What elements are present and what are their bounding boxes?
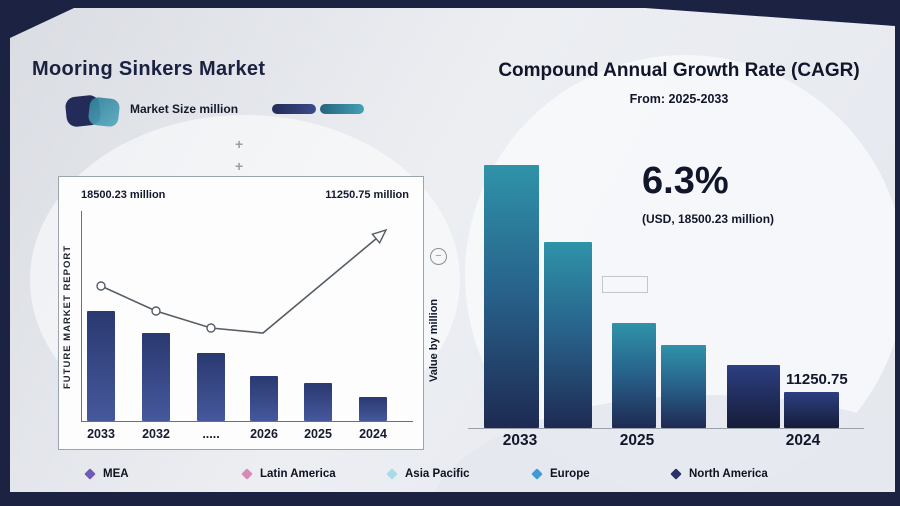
minus-circle-icon: − (430, 248, 447, 265)
legend-item-asia-pacific: Asia Pacific (386, 468, 470, 480)
x-axis-line (81, 421, 413, 422)
right-xlabel-2025: 2025 (619, 432, 655, 449)
legend-diamond-icon (386, 468, 398, 480)
right-bar-4 (661, 345, 706, 428)
value-axis-label: Value by million (428, 298, 440, 383)
frame-top (0, 0, 900, 8)
left-bar-2032 (142, 333, 170, 421)
chart-min-value-label: 11250.75 million (325, 189, 409, 201)
navy-pill-icon (272, 104, 316, 114)
legend-label: Asia Pacific (405, 468, 470, 480)
right-bar-3 (612, 323, 656, 428)
trend-arrowhead-icon (371, 228, 388, 245)
legend-diamond-icon (84, 468, 96, 480)
frame-corner-top-right (645, 8, 895, 26)
future-market-report-label: FUTURE MARKET REPORT (62, 244, 73, 390)
market-size-legend-label: Market Size million (130, 102, 239, 116)
frame-corner-top-left (10, 8, 74, 38)
market-size-chart: 18500.23 million 11250.75 million FUTURE… (58, 176, 424, 450)
plus-icon: + (235, 136, 244, 152)
left-xlabel-2024: 2024 (359, 427, 387, 441)
plus-icon: + (235, 158, 244, 174)
left-xlabel-.....: ..... (202, 427, 220, 441)
right-chart-baseline (468, 428, 864, 429)
brand-logo-icon (87, 96, 121, 128)
left-bar-2033 (87, 311, 115, 421)
right-bar-2 (544, 242, 592, 428)
left-xlabel-2026: 2026 (250, 427, 278, 441)
decorative-bracket (602, 276, 648, 293)
legend-item-latin-america: Latin America (241, 468, 336, 480)
legend-label: Europe (550, 468, 590, 480)
y-axis-line (81, 211, 82, 421)
legend-item-north-america: North America (670, 468, 768, 480)
left-bar-..... (197, 353, 225, 421)
chart-max-value-label: 18500.23 million (81, 189, 166, 201)
left-xlabel-2033: 2033 (87, 427, 115, 441)
right-bar-6 (784, 392, 839, 428)
frame-right (895, 0, 900, 506)
cagr-caption: (USD, 18500.23 million) (642, 212, 775, 226)
right-xlabel-2024: 2024 (785, 432, 821, 449)
left-bar-2024 (359, 397, 387, 421)
right-bar-1 (484, 165, 539, 428)
legend-item-mea: MEA (84, 468, 129, 480)
legend-label: North America (689, 468, 768, 480)
left-bar-2026 (250, 376, 278, 421)
right-xlabel-2033: 2033 (502, 432, 538, 449)
left-bar-2025 (304, 383, 332, 421)
teal-pill-icon (320, 104, 364, 114)
cagr-value: 6.3% (642, 160, 729, 202)
left-xlabel-2025: 2025 (304, 427, 332, 441)
legend-label: Latin America (260, 468, 336, 480)
legend-diamond-icon (241, 468, 253, 480)
legend-label: MEA (103, 468, 129, 480)
left-xlabel-2032: 2032 (142, 427, 170, 441)
cagr-subtitle: From: 2025-2033 (629, 92, 729, 106)
cagr-title: Compound Annual Growth Rate (CAGR) (498, 60, 860, 81)
right-bar-5 (727, 365, 780, 428)
end-value-label: 11250.75 (786, 371, 848, 388)
frame-left (0, 0, 10, 506)
page-title: Mooring Sinkers Market (32, 58, 266, 80)
legend-diamond-icon (670, 468, 682, 480)
legend-diamond-icon (531, 468, 543, 480)
legend-item-europe: Europe (531, 468, 590, 480)
frame-bottom (0, 492, 900, 506)
